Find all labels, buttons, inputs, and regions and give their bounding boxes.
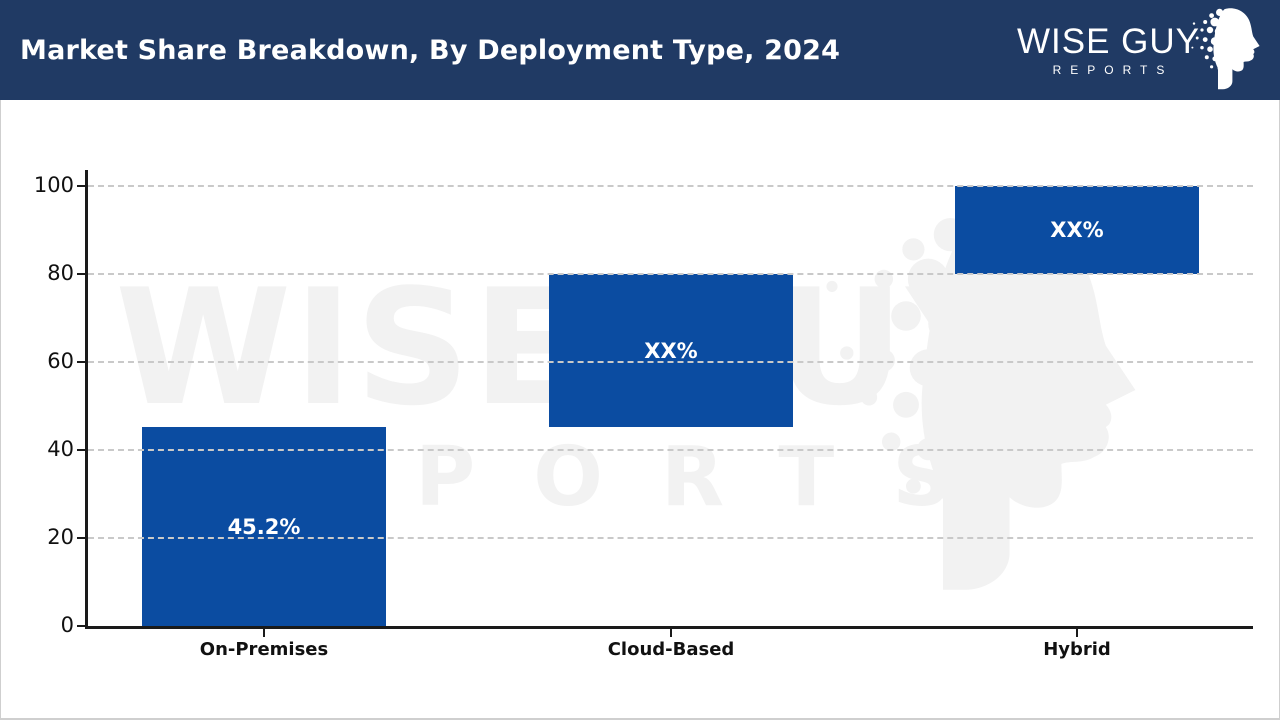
y-tick-label: 0 — [60, 613, 74, 637]
gridline-40 — [88, 449, 1253, 451]
y-tick-label: 20 — [47, 525, 74, 549]
brand-head-icon — [1191, 8, 1260, 90]
y-tick-label: 40 — [47, 437, 74, 461]
bar-value-label-on-premises: 45.2% — [227, 514, 301, 539]
header: Market Share Breakdown, By Deployment Ty… — [0, 0, 1280, 100]
y-tick-mark — [77, 273, 87, 275]
gridline-100 — [88, 185, 1253, 187]
bar-hybrid: XX% — [955, 186, 1199, 274]
bar-value-label-hybrid: XX% — [1050, 218, 1104, 242]
y-tick-label: 80 — [47, 261, 74, 285]
bar-value-label-cloud-based: XX% — [644, 338, 698, 363]
chart-title: Market Share Breakdown, By Deployment Ty… — [20, 34, 841, 66]
x-tick-mark — [670, 629, 672, 637]
x-tick-mark — [263, 629, 265, 637]
x-tick-mark — [1076, 629, 1078, 637]
gridline-80 — [88, 273, 1253, 275]
y-tick-mark — [77, 185, 87, 187]
brand-subtitle: REPORTS — [1052, 62, 1174, 77]
x-axis-line — [85, 626, 1253, 629]
category-label-hybrid: Hybrid — [1043, 639, 1111, 660]
brand-logo: WISE GUY REPORTS — [1017, 6, 1266, 94]
brand-logo-text: WISE GUY REPORTS — [1017, 24, 1200, 77]
y-tick-label: 100 — [33, 173, 74, 197]
gridline-60 — [88, 361, 1253, 363]
gridline-20 — [88, 537, 1253, 539]
y-tick-mark — [77, 625, 87, 627]
bar-cloud-based: XX% — [549, 274, 793, 428]
category-label-cloud-based: Cloud-Based — [607, 639, 735, 660]
y-tick-mark — [77, 449, 87, 451]
y-axis-line — [85, 170, 88, 629]
y-tick-mark — [77, 361, 87, 363]
category-label-on-premises: On-Premises — [199, 639, 329, 660]
y-tick-mark — [77, 537, 87, 539]
y-tick-label: 60 — [47, 349, 74, 373]
bar-on-premises: 45.2% — [142, 427, 386, 626]
brand-name: WISE GUY — [1016, 21, 1200, 61]
